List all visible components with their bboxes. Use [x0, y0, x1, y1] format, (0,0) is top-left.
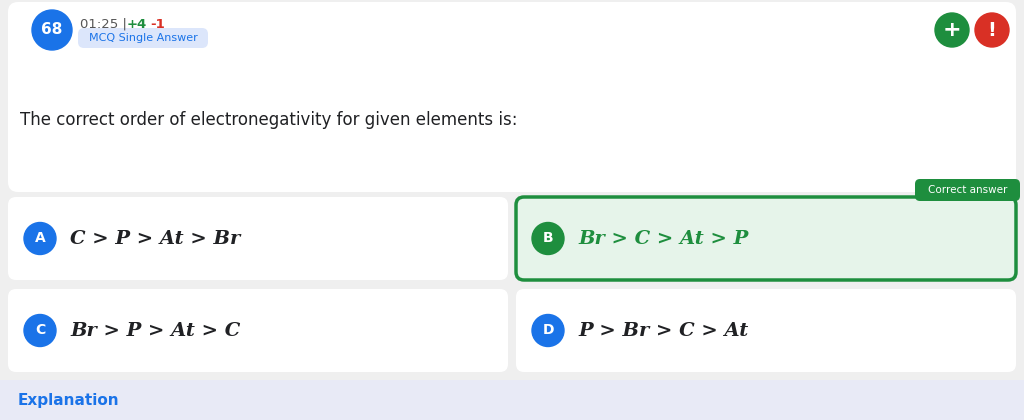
Text: Br > P > At > C: Br > P > At > C [70, 321, 241, 339]
Text: The correct order of electronegativity for given elements is:: The correct order of electronegativity f… [20, 111, 517, 129]
Circle shape [532, 315, 564, 346]
Text: 01:25 |: 01:25 | [80, 18, 127, 31]
Circle shape [532, 223, 564, 255]
FancyBboxPatch shape [516, 197, 1016, 280]
FancyBboxPatch shape [0, 380, 1024, 420]
Text: MCQ Single Answer: MCQ Single Answer [89, 33, 198, 43]
Text: !: ! [987, 21, 996, 39]
Circle shape [24, 223, 56, 255]
FancyBboxPatch shape [8, 197, 508, 280]
Circle shape [32, 10, 72, 50]
Text: B: B [543, 231, 553, 246]
Circle shape [975, 13, 1009, 47]
FancyBboxPatch shape [8, 289, 508, 372]
Text: +: + [943, 20, 962, 40]
Text: A: A [35, 231, 45, 246]
Text: C: C [35, 323, 45, 338]
Text: +4: +4 [127, 18, 147, 31]
FancyBboxPatch shape [78, 28, 208, 48]
FancyBboxPatch shape [8, 2, 1016, 192]
Text: P > Br > C > At: P > Br > C > At [578, 321, 749, 339]
Text: -1: -1 [150, 18, 165, 31]
Text: C > P > At > Br: C > P > At > Br [70, 229, 241, 247]
Text: D: D [543, 323, 554, 338]
Circle shape [935, 13, 969, 47]
Text: 68: 68 [41, 23, 62, 37]
FancyBboxPatch shape [516, 289, 1016, 372]
Text: Correct answer: Correct answer [928, 185, 1008, 195]
Text: Br > C > At > P: Br > C > At > P [578, 229, 749, 247]
Text: Explanation: Explanation [18, 393, 120, 407]
FancyBboxPatch shape [915, 179, 1020, 201]
Circle shape [24, 315, 56, 346]
